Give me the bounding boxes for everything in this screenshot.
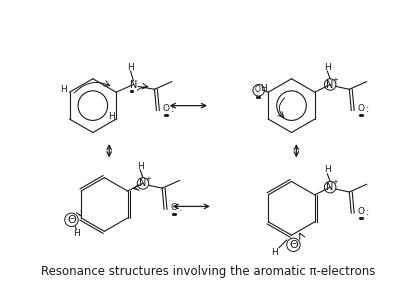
Text: H: H — [137, 162, 143, 171]
Text: H: H — [60, 85, 67, 94]
Text: H: H — [73, 229, 80, 238]
Text: :: : — [171, 104, 174, 114]
Text: N: N — [327, 79, 334, 90]
Text: O: O — [163, 104, 170, 113]
Text: +: + — [332, 77, 338, 83]
Text: +: + — [332, 179, 338, 186]
Text: Θ: Θ — [289, 240, 298, 250]
Text: O: O — [255, 85, 261, 94]
Text: H: H — [108, 112, 115, 121]
Text: :: : — [366, 207, 369, 217]
Text: +: + — [145, 176, 151, 181]
Text: H: H — [324, 63, 331, 72]
Text: N: N — [130, 79, 137, 90]
Text: N: N — [139, 178, 147, 188]
Text: H: H — [127, 63, 134, 72]
Text: :: : — [366, 104, 369, 114]
Text: H: H — [271, 248, 278, 257]
Text: O: O — [357, 207, 364, 216]
Text: H: H — [324, 165, 331, 175]
Text: H: H — [260, 84, 267, 93]
Text: :: : — [179, 203, 182, 213]
Text: Resonance structures involving the aromatic π-electrons: Resonance structures involving the aroma… — [41, 265, 376, 278]
Text: N: N — [327, 182, 334, 192]
Text: O: O — [357, 104, 364, 113]
Text: O: O — [170, 203, 177, 212]
Text: Θ: Θ — [67, 215, 76, 225]
